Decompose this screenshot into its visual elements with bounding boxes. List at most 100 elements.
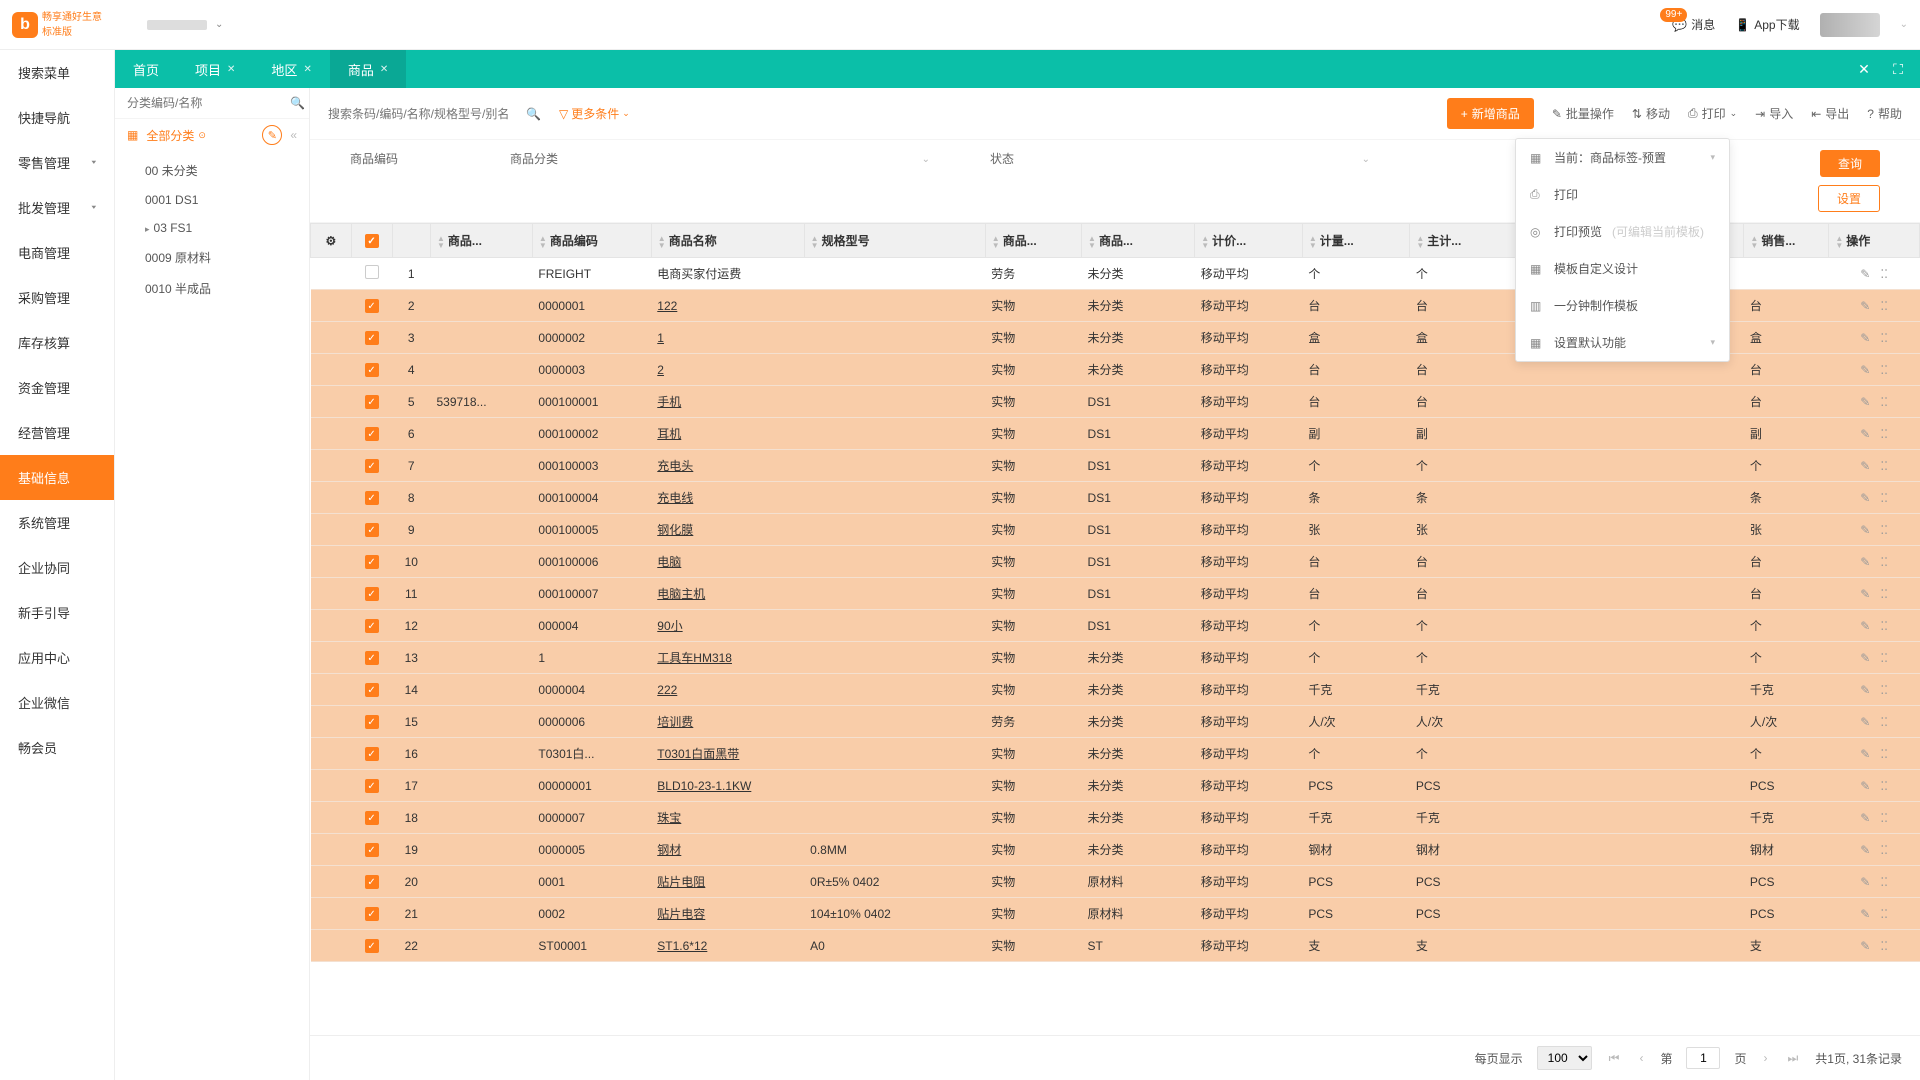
more-row-icon[interactable]: ⁚⁚ bbox=[1880, 491, 1888, 505]
print-button[interactable]: ⎙打印⌄ bbox=[1688, 105, 1737, 122]
edit-row-icon[interactable]: ✎ bbox=[1860, 683, 1870, 697]
chevron-down-icon[interactable]: ⌄ bbox=[1900, 19, 1908, 30]
more-row-icon[interactable]: ⁚⁚ bbox=[1880, 299, 1888, 313]
tree-item[interactable]: 0001 DS1 bbox=[115, 186, 309, 214]
edit-row-icon[interactable]: ✎ bbox=[1860, 619, 1870, 633]
more-row-icon[interactable]: ⁚⁚ bbox=[1880, 587, 1888, 601]
edit-row-icon[interactable]: ✎ bbox=[1860, 427, 1870, 441]
close-icon[interactable]: ✕ bbox=[227, 64, 235, 75]
search-icon[interactable]: 🔍 bbox=[290, 96, 305, 110]
edit-row-icon[interactable]: ✎ bbox=[1860, 907, 1870, 921]
leftnav-item[interactable]: 快捷导航 bbox=[0, 95, 114, 140]
leftnav-item[interactable]: 搜索菜单 bbox=[0, 50, 114, 95]
close-icon[interactable]: ✕ bbox=[303, 64, 311, 75]
more-row-icon[interactable]: ⁚⁚ bbox=[1880, 459, 1888, 473]
leftnav-item[interactable]: 应用中心 bbox=[0, 635, 114, 680]
edit-row-icon[interactable]: ✎ bbox=[1860, 459, 1870, 473]
col-header[interactable]: ▲▼商品编码 bbox=[532, 224, 651, 258]
tree-item[interactable]: 00 未分类 bbox=[115, 155, 309, 186]
table-row[interactable]: ✓131工具车HM318实物未分类移动平均个个个✎⁚⁚ bbox=[311, 642, 1920, 674]
edit-row-icon[interactable]: ✎ bbox=[1860, 299, 1870, 313]
query-button[interactable]: 查询 bbox=[1820, 150, 1880, 177]
table-row[interactable]: ✓1200000490小实物DS1移动平均个个个✎⁚⁚ bbox=[311, 610, 1920, 642]
edit-row-icon[interactable]: ✎ bbox=[1860, 715, 1870, 729]
more-row-icon[interactable]: ⁚⁚ bbox=[1880, 683, 1888, 697]
edit-row-icon[interactable]: ✎ bbox=[1860, 523, 1870, 537]
col-header[interactable]: ▲▼操作 bbox=[1829, 224, 1920, 258]
more-row-icon[interactable]: ⁚⁚ bbox=[1880, 363, 1888, 377]
chevron-down-icon[interactable]: ⌄ bbox=[922, 154, 930, 165]
export-button[interactable]: ⇤导出 bbox=[1811, 105, 1849, 122]
dropdown-item[interactable]: ▥一分钟制作模板 bbox=[1516, 287, 1729, 324]
tree-item[interactable]: 0009 原材料 bbox=[115, 242, 309, 273]
first-page-button[interactable]: ⏮ bbox=[1606, 1051, 1623, 1066]
more-row-icon[interactable]: ⁚⁚ bbox=[1880, 555, 1888, 569]
more-row-icon[interactable]: ⁚⁚ bbox=[1880, 395, 1888, 409]
leftnav-item[interactable]: 经营管理 bbox=[0, 410, 114, 455]
col-header[interactable]: ▲▼主计... bbox=[1410, 224, 1518, 258]
tab[interactable]: 首页 bbox=[115, 50, 177, 88]
product-search-input[interactable] bbox=[328, 107, 508, 121]
tree-item[interactable]: 03 FS1 bbox=[115, 214, 309, 242]
tree-item[interactable]: 0010 半成品 bbox=[115, 273, 309, 304]
more-row-icon[interactable]: ⁚⁚ bbox=[1880, 875, 1888, 889]
more-row-icon[interactable]: ⁚⁚ bbox=[1880, 619, 1888, 633]
edit-row-icon[interactable]: ✎ bbox=[1860, 395, 1870, 409]
more-row-icon[interactable]: ⁚⁚ bbox=[1880, 331, 1888, 345]
leftnav-item[interactable]: 电商管理 bbox=[0, 230, 114, 275]
prev-page-button[interactable]: ‹ bbox=[1636, 1051, 1646, 1065]
dropdown-item[interactable]: ◎打印预览(可编辑当前模板) bbox=[1516, 213, 1729, 250]
move-button[interactable]: ⇅移动 bbox=[1632, 105, 1670, 122]
more-row-icon[interactable]: ⁚⁚ bbox=[1880, 715, 1888, 729]
help-button[interactable]: ?帮助 bbox=[1867, 105, 1902, 122]
edit-row-icon[interactable]: ✎ bbox=[1860, 843, 1870, 857]
tab[interactable]: 商品✕ bbox=[330, 50, 406, 88]
table-row[interactable]: ✓22ST00001ST1.6*12A0实物ST移动平均支支支✎⁚⁚ bbox=[311, 930, 1920, 962]
leftnav-item[interactable]: 新手引导 bbox=[0, 590, 114, 635]
dropdown-item[interactable]: ⎙打印 bbox=[1516, 176, 1729, 213]
edit-row-icon[interactable]: ✎ bbox=[1860, 555, 1870, 569]
col-header[interactable]: ▲▼商品名称 bbox=[651, 224, 804, 258]
more-row-icon[interactable]: ⁚⁚ bbox=[1880, 747, 1888, 761]
more-row-icon[interactable]: ⁚⁚ bbox=[1880, 651, 1888, 665]
col-settings[interactable]: ⚙ bbox=[311, 224, 352, 258]
dropdown-item[interactable]: ▦模板自定义设计 bbox=[1516, 250, 1729, 287]
more-row-icon[interactable]: ⁚⁚ bbox=[1880, 523, 1888, 537]
table-row[interactable]: ✓10000100006电脑实物DS1移动平均台台台✎⁚⁚ bbox=[311, 546, 1920, 578]
close-icon[interactable]: ✕ bbox=[380, 64, 388, 75]
tab[interactable]: 项目✕ bbox=[177, 50, 253, 88]
more-filters-link[interactable]: ▽ 更多条件 ⌄ bbox=[559, 105, 630, 122]
col-header[interactable]: ▲▼销售... bbox=[1744, 224, 1829, 258]
next-page-button[interactable]: › bbox=[1760, 1051, 1770, 1065]
more-row-icon[interactable]: ⁚⁚ bbox=[1880, 939, 1888, 953]
edit-row-icon[interactable]: ✎ bbox=[1860, 331, 1870, 345]
leftnav-item[interactable]: 批发管理▾ bbox=[0, 185, 114, 230]
leftnav-item[interactable]: 企业微信 bbox=[0, 680, 114, 725]
edit-row-icon[interactable]: ✎ bbox=[1860, 779, 1870, 793]
page-input[interactable] bbox=[1686, 1047, 1720, 1069]
col-header[interactable]: ▲▼商品... bbox=[430, 224, 532, 258]
more-row-icon[interactable]: ⁚⁚ bbox=[1880, 267, 1888, 281]
table-row[interactable]: ✓8000100004充电线实物DS1移动平均条条条✎⁚⁚ bbox=[311, 482, 1920, 514]
leftnav-item[interactable]: 库存核算 bbox=[0, 320, 114, 365]
all-categories-link[interactable]: 全部分类 ⊙ bbox=[146, 127, 206, 144]
import-button[interactable]: ⇥导入 bbox=[1755, 105, 1793, 122]
table-row[interactable]: ✓7000100003充电头实物DS1移动平均个个个✎⁚⁚ bbox=[311, 450, 1920, 482]
leftnav-item[interactable]: 企业协同 bbox=[0, 545, 114, 590]
table-row[interactable]: ✓190000005钢材0.8MM实物未分类移动平均钢材钢材钢材✎⁚⁚ bbox=[311, 834, 1920, 866]
edit-row-icon[interactable]: ✎ bbox=[1860, 651, 1870, 665]
leftnav-item[interactable]: 零售管理▾ bbox=[0, 140, 114, 185]
edit-row-icon[interactable]: ✎ bbox=[1860, 747, 1870, 761]
col-header[interactable]: ▲▼计量... bbox=[1302, 224, 1410, 258]
collapse-panel-button[interactable]: « bbox=[290, 128, 297, 142]
col-checkbox[interactable]: ✓ bbox=[351, 224, 392, 258]
fullscreen-button[interactable]: ⛶ bbox=[1886, 57, 1910, 81]
logo[interactable]: b 畅享通好生意 标准版 bbox=[12, 5, 107, 45]
chevron-down-icon[interactable]: ⌄ bbox=[1362, 154, 1370, 165]
edit-row-icon[interactable]: ✎ bbox=[1860, 875, 1870, 889]
table-row[interactable]: ✓150000006培训费劳务未分类移动平均人/次人/次人/次✎⁚⁚ bbox=[311, 706, 1920, 738]
edit-row-icon[interactable]: ✎ bbox=[1860, 491, 1870, 505]
add-product-button[interactable]: + 新增商品 bbox=[1447, 98, 1534, 129]
dropdown-item[interactable]: ▦设置默认功能▾ bbox=[1516, 324, 1729, 361]
table-row[interactable]: ✓210002贴片电容104±10% 0402实物原材料移动平均PCSPCSPC… bbox=[311, 898, 1920, 930]
